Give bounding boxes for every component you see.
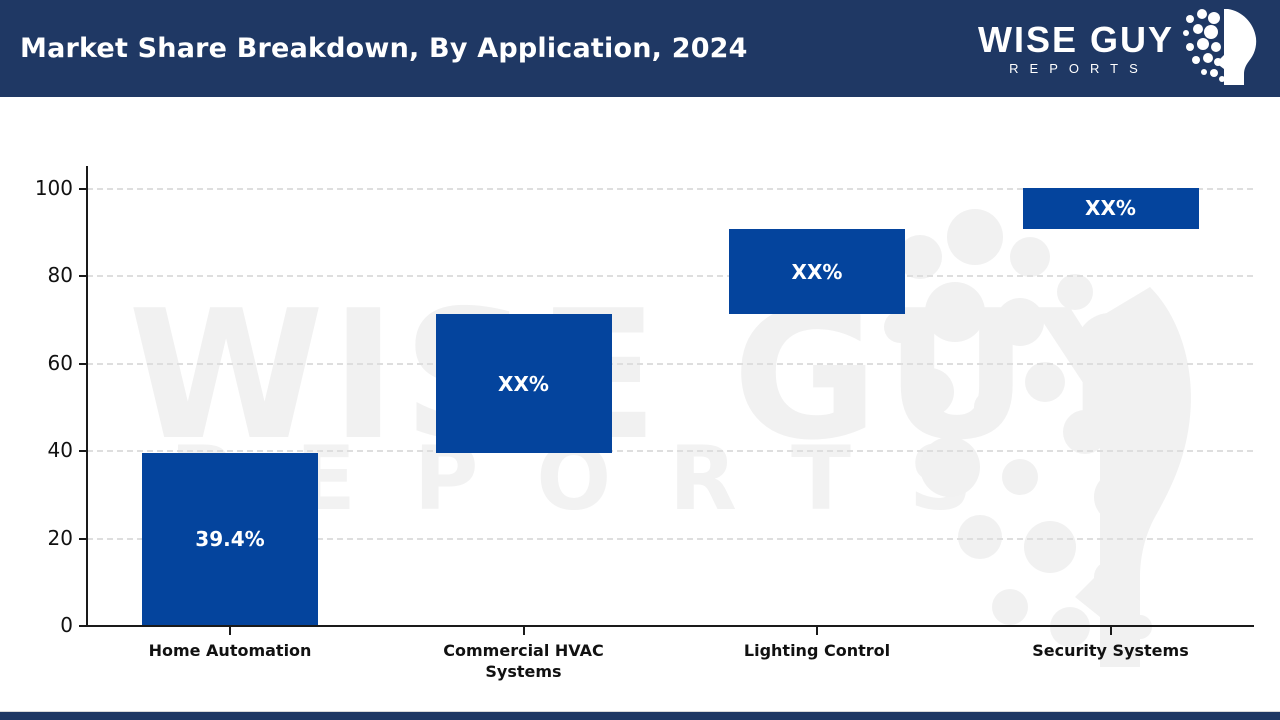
y-tick-label: 80 [47,263,73,287]
logo-subtitle: REPORTS [1009,61,1149,76]
bar-value-label: XX% [791,259,843,284]
category-label: Security Systems [1032,641,1189,660]
x-tick [522,627,525,635]
page-title: Market Share Breakdown, By Application, … [20,33,748,64]
y-axis [86,165,88,627]
y-tick [79,625,86,627]
gridline [87,537,1253,540]
bar-value-label: XX% [498,371,549,396]
gridline [87,275,1253,277]
bar-value-label: 39.4% [195,526,265,551]
watermark-head-icon [860,197,1200,681]
y-tick [79,187,86,190]
header-bar: Market Share Breakdown, By Application, … [0,0,1280,97]
y-tick-label: 100 [34,175,73,200]
x-tick [1109,627,1112,635]
category-label: Home Automation [148,641,312,660]
x-tick [816,627,818,635]
y-tick-label: 0 [60,613,73,637]
bar-commercial-hvac-systems: XX% [435,314,612,453]
chart: WISE GUY REPORTS 39.4% XX% XX% XX% 0 20 40 6… [0,97,1280,712]
category-label: Lighting Control [743,641,891,660]
y-tick-label: 20 [47,525,73,550]
gridline [87,362,1253,365]
y-tick [79,362,86,365]
x-axis [86,625,1254,627]
bar-lighting-control: XX% [729,228,905,315]
wiseguy-logo: WISE GUY REPORTS [978,5,1280,93]
logo-wordmark: WISE GUY [977,19,1174,60]
category-label: Commercial HVAC Systems [443,641,604,681]
gridline [87,450,1253,452]
watermark-wordmark: WISE GUY [128,272,1170,479]
bottom-divider [0,711,1280,712]
y-tick-label: 40 [47,438,73,462]
footer-bar [0,712,1280,720]
y-tick [79,537,86,540]
y-tick-label: 60 [47,350,73,375]
bar-home-automation: 39.4% [142,452,318,625]
y-tick [79,275,86,277]
bar-security-systems: XX% [1022,187,1199,229]
gridline [87,187,1253,190]
x-tick [229,627,231,635]
y-tick [79,450,86,452]
wiseguy-head-icon [1176,5,1262,93]
bar-value-label: XX% [1085,196,1136,221]
